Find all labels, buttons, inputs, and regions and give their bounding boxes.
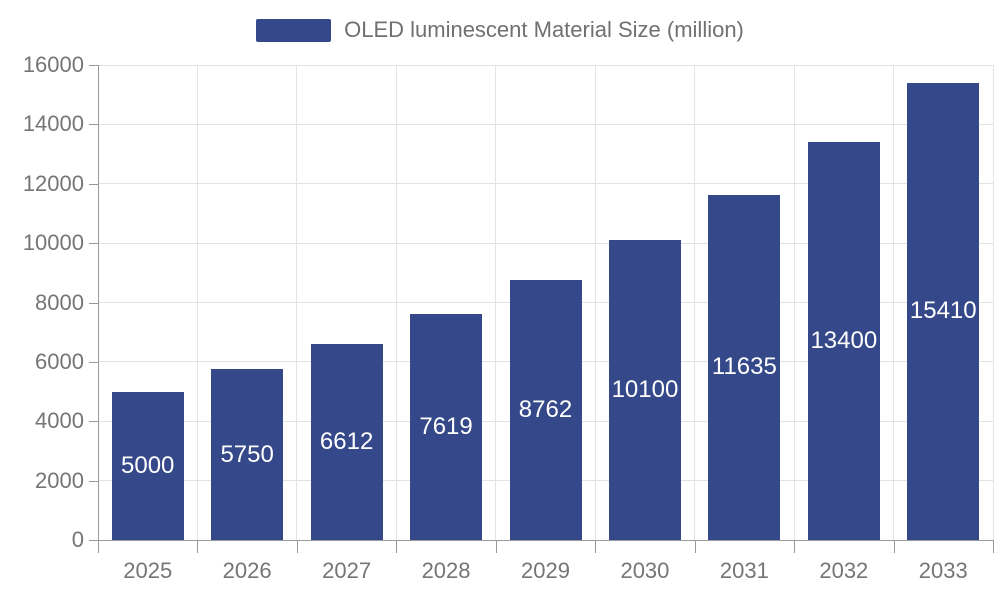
bar-2031[interactable]: 11635: [708, 194, 781, 540]
y-tick-label: 14000: [22, 111, 84, 137]
gridline-horizontal: [98, 64, 993, 66]
x-tick-mark: [993, 540, 994, 553]
x-tick-mark: [296, 540, 298, 553]
x-tick-label: 2028: [421, 558, 471, 583]
legend-label: OLED luminescent Material Size (million): [344, 17, 744, 42]
bar-2033[interactable]: 15410: [907, 82, 980, 540]
y-tick-mark: [89, 302, 98, 304]
bar-value-label: 6612: [319, 427, 374, 455]
bar-2028[interactable]: 7619: [410, 313, 483, 540]
gridline-horizontal: [98, 123, 993, 125]
y-axis-line: [98, 65, 99, 540]
y-tick-label: 12000: [22, 170, 84, 196]
y-tick-label: 16000: [22, 52, 84, 77]
bar-value-label: 7619: [419, 412, 473, 440]
x-axis-line: [98, 540, 994, 541]
y-tick-mark: [89, 421, 98, 423]
x-tick-mark: [595, 540, 597, 553]
bar-2029[interactable]: 8762: [509, 279, 582, 540]
y-tick-label: 2000: [35, 467, 84, 493]
x-tick-mark: [794, 540, 796, 553]
bar-value-label: 11635: [711, 353, 777, 381]
bar-value-label: 10100: [611, 376, 679, 404]
legend-swatch: [256, 18, 332, 42]
y-tick-mark: [89, 361, 98, 363]
y-tick-mark: [89, 183, 98, 185]
legend[interactable]: OLED luminescent Material Size (million): [0, 17, 1000, 43]
gridline-horizontal: [98, 183, 993, 185]
bar-2032[interactable]: 13400: [807, 142, 880, 540]
x-tick-label: 2030: [620, 558, 670, 583]
gridline-vertical: [196, 65, 198, 540]
gridline-horizontal: [98, 242, 993, 244]
x-tick-mark: [197, 540, 199, 553]
bar-2030[interactable]: 10100: [608, 240, 681, 540]
bar-2025[interactable]: 5000: [111, 391, 184, 540]
x-tick-label: 2025: [123, 558, 173, 583]
gridline-vertical: [694, 65, 696, 540]
gridline-vertical: [992, 65, 994, 540]
bar-value-label: 8762: [518, 395, 573, 423]
y-tick-mark: [89, 124, 98, 126]
gridline-vertical: [594, 65, 596, 540]
x-tick-label: 2033: [918, 558, 968, 583]
gridline-vertical: [495, 65, 497, 540]
bar-value-label: 15410: [909, 297, 977, 325]
gridline-vertical: [395, 65, 397, 540]
plot-area: 5000 5750 6612 7619 8762 10100 11635 13400 15410: [98, 64, 994, 540]
bar-value-label: 13400: [810, 327, 878, 355]
x-tick-mark: [495, 540, 497, 553]
bar-2027[interactable]: 6612: [310, 343, 383, 540]
y-tick-mark: [89, 480, 98, 482]
gridline-vertical: [793, 65, 795, 540]
x-tick-mark: [98, 540, 99, 553]
x-tick-label: 2032: [819, 558, 869, 583]
y-tick-label: 8000: [35, 289, 84, 315]
bar-value-label: 5750: [220, 440, 274, 468]
x-tick-label: 2029: [521, 558, 570, 583]
y-tick-label: 4000: [35, 408, 84, 434]
y-tick-mark: [89, 243, 98, 245]
x-tick-label: 2027: [322, 558, 372, 583]
x-tick-mark: [396, 540, 398, 553]
gridline-vertical: [893, 65, 895, 540]
y-tick-mark: [89, 540, 98, 541]
x-tick-label: 2031: [719, 558, 769, 583]
y-tick-label: 0: [71, 527, 84, 552]
bar-value-label: 5000: [121, 451, 175, 479]
gridline-vertical: [296, 65, 298, 540]
x-tick-mark: [893, 540, 895, 553]
x-tick-label: 2026: [222, 558, 272, 583]
bar-2026[interactable]: 5750: [211, 369, 284, 540]
x-tick-mark: [694, 540, 696, 553]
y-tick-label: 6000: [35, 348, 84, 374]
y-tick-mark: [89, 65, 98, 66]
y-tick-label: 10000: [22, 230, 84, 256]
